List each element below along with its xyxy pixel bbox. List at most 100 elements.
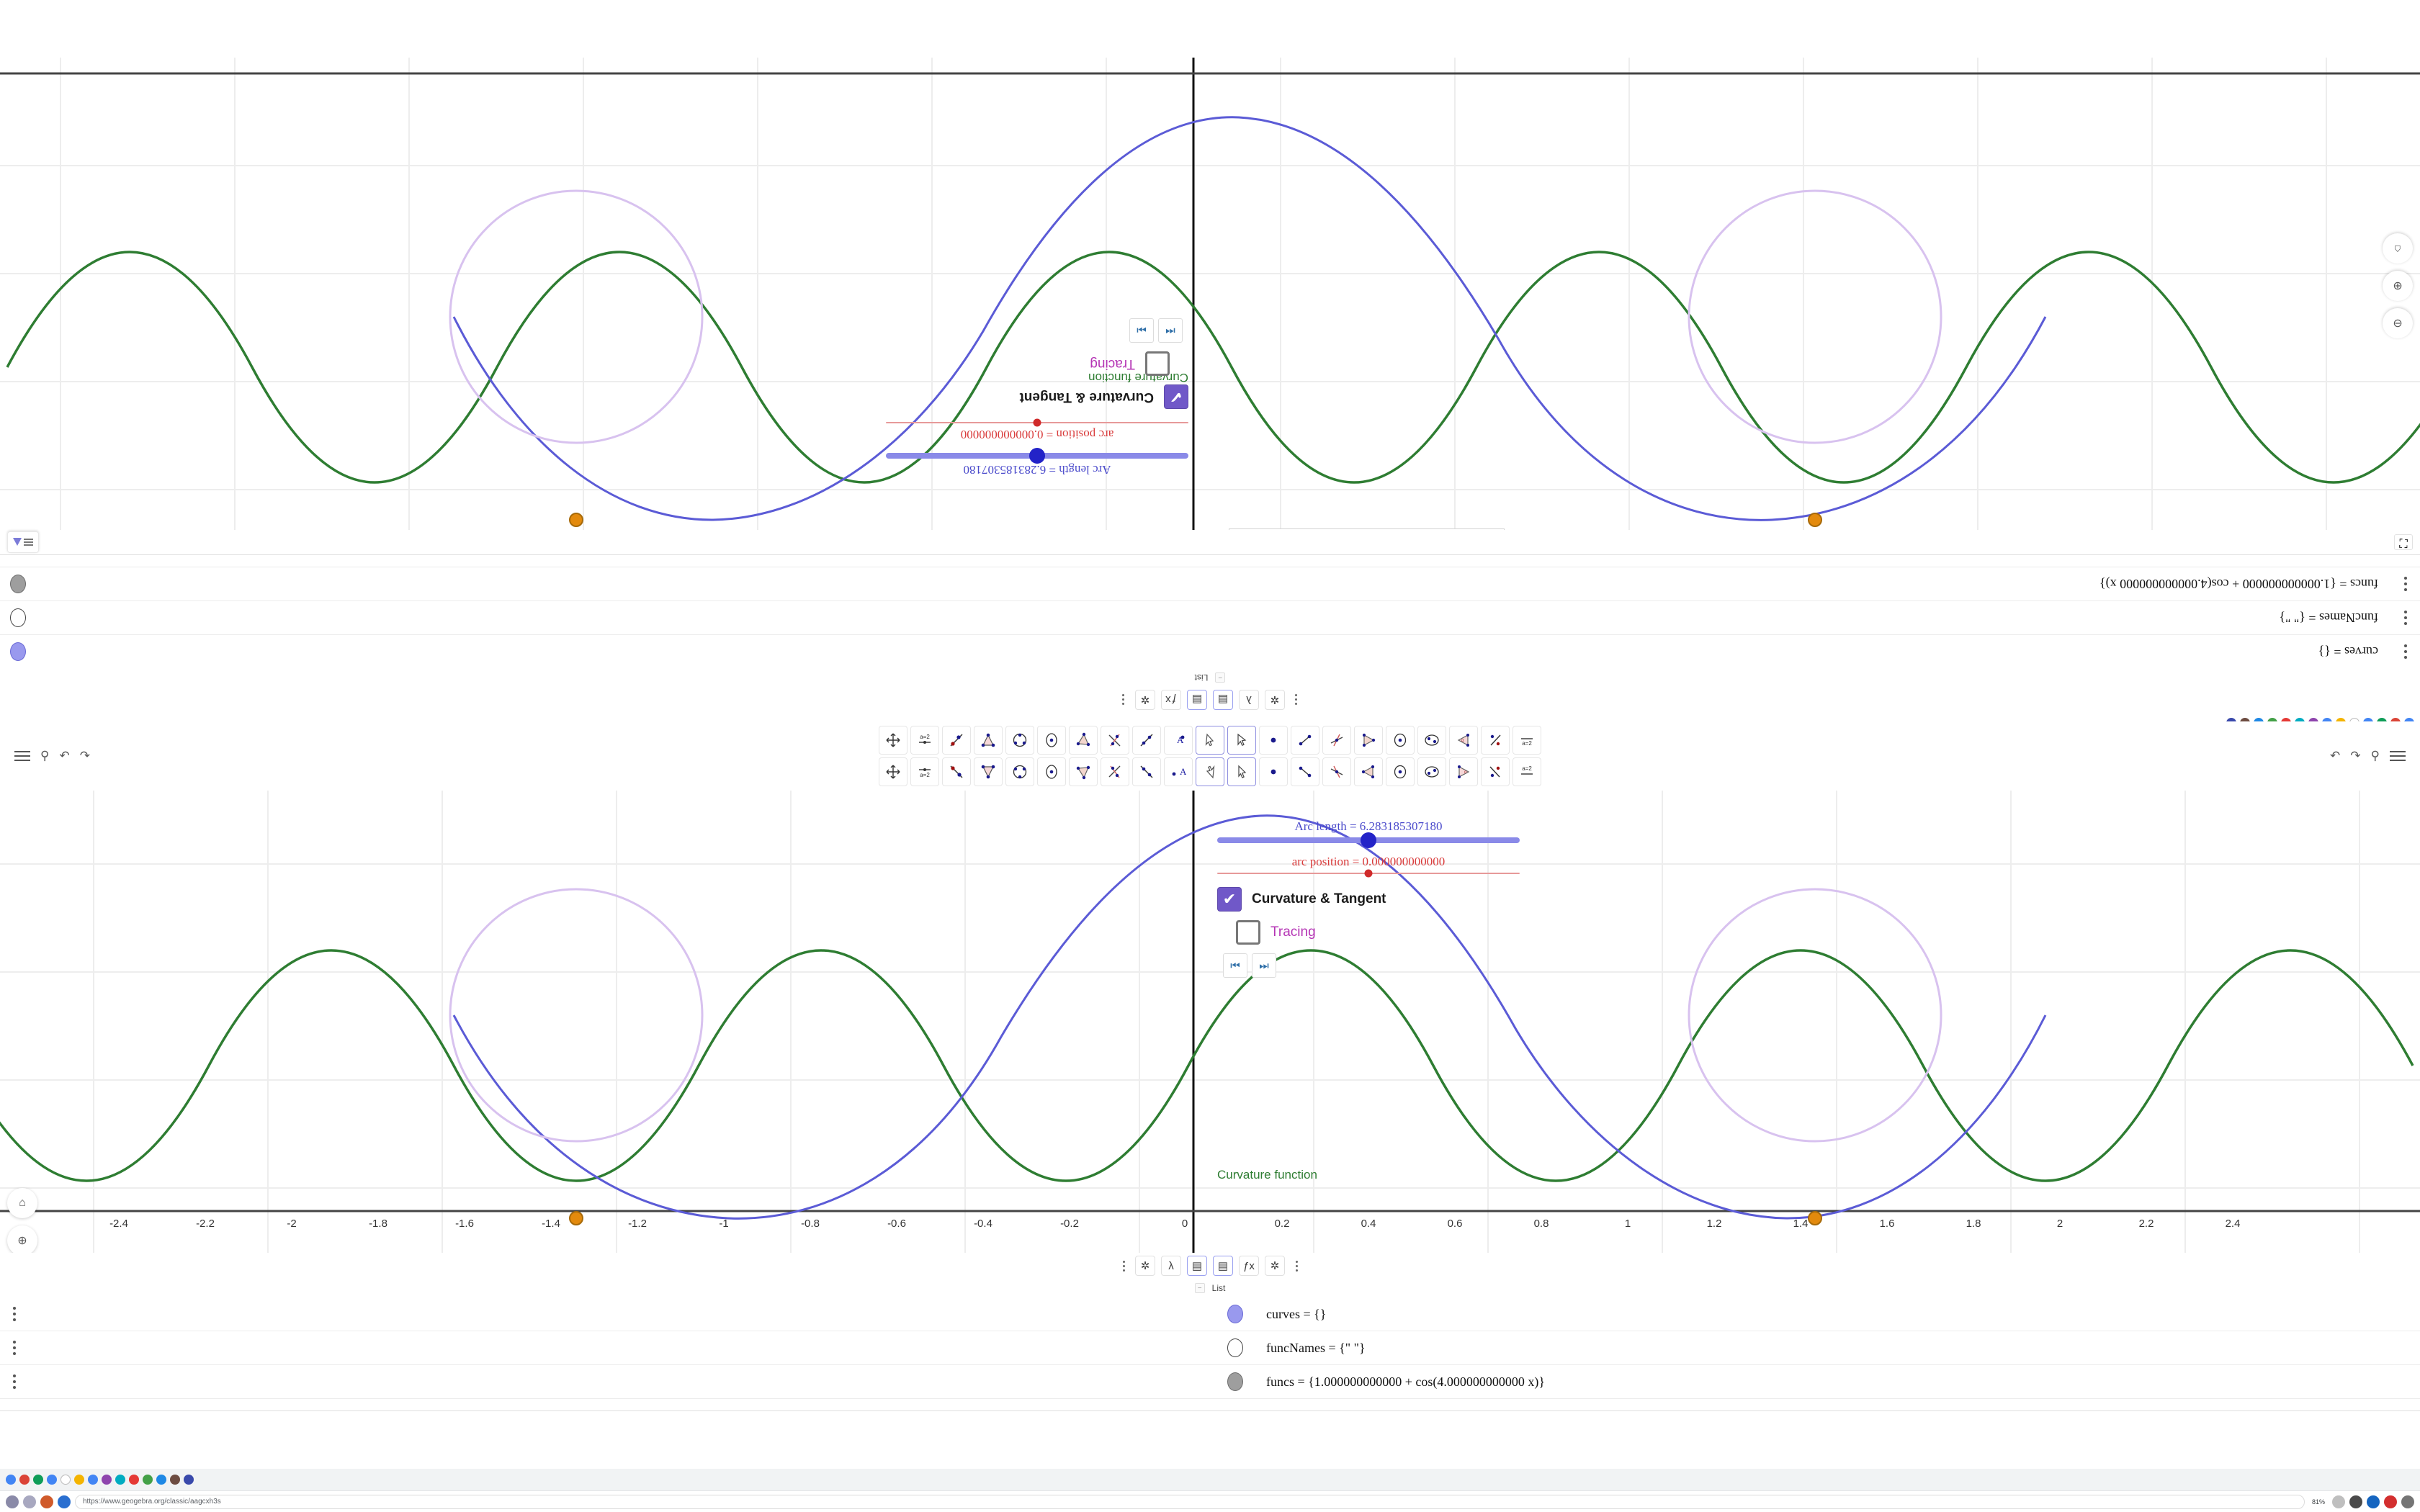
redo-icon[interactable]: ↷ — [2350, 749, 2361, 762]
tree-view-button[interactable]: ▤ — [1187, 1256, 1207, 1276]
settings-gear-button[interactable]: ✲ — [1265, 690, 1285, 710]
conic-tool[interactable] — [1417, 726, 1446, 755]
bookmark-item[interactable] — [129, 1475, 139, 1485]
bookmark-item[interactable] — [33, 1475, 43, 1485]
move-graphics-tool[interactable] — [1196, 757, 1224, 786]
row-menu-icon[interactable] — [0, 1341, 29, 1355]
table-row[interactable]: curves = {} — [0, 634, 2420, 668]
profile-icon[interactable] — [2384, 1495, 2397, 1508]
arc-length-slider[interactable] — [1217, 832, 1520, 848]
arc-length-slider[interactable] — [886, 448, 1188, 464]
arc-position-slider[interactable] — [886, 418, 1188, 427]
visibility-toggle[interactable] — [10, 575, 26, 593]
address-bar[interactable]: https://www.geogebra.org/classic/aagcxh3… — [75, 1494, 2305, 1509]
home-button[interactable]: ⌂ — [7, 1188, 37, 1218]
point-on-object-tool[interactable] — [942, 726, 971, 755]
perpendicular-tool[interactable] — [1322, 757, 1351, 786]
bookmark-item[interactable] — [60, 1475, 71, 1485]
style-bar-icon[interactable] — [7, 531, 39, 553]
point-tool[interactable] — [1259, 726, 1288, 755]
ellipse-tool[interactable] — [1037, 726, 1066, 755]
table-row[interactable]: funcNames = {" "} — [0, 1331, 2420, 1365]
table-row[interactable]: funcNames = {" "} — [0, 600, 2420, 634]
select-tool[interactable] — [1227, 726, 1256, 755]
hamburger-menu-icon[interactable] — [2390, 751, 2406, 761]
slider-tool[interactable]: a=2 — [910, 726, 939, 755]
algebra-overflow-menu-2[interactable] — [1118, 690, 1129, 710]
function-lambda-button[interactable]: λ — [1161, 1256, 1181, 1276]
row-menu-icon[interactable] — [2391, 577, 2420, 591]
fx-button[interactable]: ƒx — [1161, 690, 1181, 710]
tracing-checkbox[interactable] — [1236, 920, 1260, 945]
visibility-toggle[interactable] — [1227, 1338, 1243, 1357]
curvature-tangent-checkbox[interactable]: ✔ — [1164, 384, 1188, 409]
circle-center-tool[interactable] — [1386, 726, 1415, 755]
intersect-tool[interactable] — [1101, 726, 1129, 755]
intersect-tool[interactable] — [1101, 757, 1129, 786]
point-on-object-tool[interactable] — [942, 757, 971, 786]
tree-view-button-2[interactable]: ▤ — [1187, 690, 1207, 710]
move-tool[interactable] — [879, 726, 908, 755]
zoom-in-button[interactable]: ⊕ — [7, 1225, 37, 1253]
select-tool[interactable] — [1227, 757, 1256, 786]
row-menu-icon[interactable] — [0, 1374, 29, 1389]
segment-tool[interactable] — [1291, 726, 1319, 755]
forward-arrow-icon[interactable] — [23, 1495, 36, 1508]
undo-icon[interactable]: ↶ — [2330, 749, 2341, 762]
undo-icon[interactable]: ↶ — [59, 749, 70, 762]
circle-3pt-tool[interactable] — [1005, 757, 1034, 786]
download-icon[interactable] — [2349, 1495, 2362, 1508]
bookmark-item[interactable] — [156, 1475, 166, 1485]
zoom-out-button[interactable]: ⊖ — [2383, 308, 2413, 338]
forall-tool[interactable]: A — [1164, 757, 1193, 786]
table-row[interactable]: funcs = {1.000000000000 + cos(4.00000000… — [0, 1365, 2420, 1399]
home-button[interactable]: ⌂ — [2383, 233, 2413, 264]
collapse-button[interactable]: − — [1215, 672, 1226, 683]
reload-icon[interactable] — [40, 1495, 53, 1508]
text-tool[interactable]: a=2 — [1512, 726, 1541, 755]
slider-knob[interactable] — [1364, 869, 1373, 878]
move-tool[interactable] — [879, 757, 908, 786]
table-row[interactable]: funcs = {1.000000000000 + cos(4.00000000… — [0, 567, 2420, 600]
slider-knob[interactable] — [1361, 832, 1376, 848]
bookmark-item[interactable] — [74, 1475, 84, 1485]
graphics-view-main[interactable]: -2.4 -2.2 -2 -1.8 -1.6 -1.4 -1.2 -1 -0.8 -0.… — [0, 756, 2420, 1253]
collapse-button[interactable]: − — [1194, 1283, 1205, 1293]
conic-tool[interactable] — [1417, 757, 1446, 786]
angle-tool[interactable] — [974, 757, 1003, 786]
circle-3pt-tool[interactable] — [1005, 726, 1034, 755]
step-forward-button[interactable]: ⏭ — [1129, 318, 1154, 343]
triangle-tool[interactable] — [1354, 757, 1383, 786]
text-tool[interactable]: a=2 — [1512, 757, 1541, 786]
bookmark-item[interactable] — [6, 1475, 16, 1485]
polygon-tool[interactable] — [1069, 757, 1098, 786]
angle-measure-tool[interactable]: α — [1449, 726, 1478, 755]
slider-knob[interactable] — [1033, 418, 1041, 427]
browser-menu-icon[interactable] — [2401, 1495, 2414, 1508]
hamburger-menu-icon[interactable] — [14, 751, 30, 761]
step-forward-button[interactable]: ⏭ — [1252, 953, 1276, 978]
ellipse-tool[interactable] — [1037, 757, 1066, 786]
distance-tool[interactable] — [1481, 757, 1510, 786]
row-menu-icon[interactable] — [2391, 611, 2420, 625]
angle-measure-tool[interactable]: α — [1449, 757, 1478, 786]
fullscreen-icon[interactable]: ⛶ — [2394, 534, 2413, 550]
algebra-overflow-menu-2[interactable] — [1291, 1256, 1302, 1276]
graphics-view[interactable]: ⛶ ⊖ ⊕ ⌂ Curvature function 1.00000000000… — [0, 58, 2420, 554]
polygon-tool[interactable] — [1069, 726, 1098, 755]
bookmark-item[interactable] — [143, 1475, 153, 1485]
bookmark-star-icon[interactable] — [2332, 1495, 2345, 1508]
tracing-checkbox[interactable] — [1145, 351, 1170, 376]
line-tool[interactable] — [1132, 726, 1161, 755]
algebra-overflow-menu[interactable] — [1291, 690, 1302, 710]
function-lambda-button[interactable]: λ — [1239, 690, 1259, 710]
move-graphics-tool[interactable] — [1196, 726, 1224, 755]
back-arrow-icon[interactable] — [6, 1495, 19, 1508]
bookmark-item[interactable] — [19, 1475, 30, 1485]
zoom-in-button[interactable]: ⊕ — [2383, 271, 2413, 301]
settings-gear-button-2[interactable]: ✲ — [1135, 690, 1155, 710]
row-menu-icon[interactable] — [0, 1307, 29, 1321]
slider-tool[interactable]: a=2 — [910, 757, 939, 786]
distance-tool[interactable] — [1481, 726, 1510, 755]
angle-tool[interactable] — [974, 726, 1003, 755]
